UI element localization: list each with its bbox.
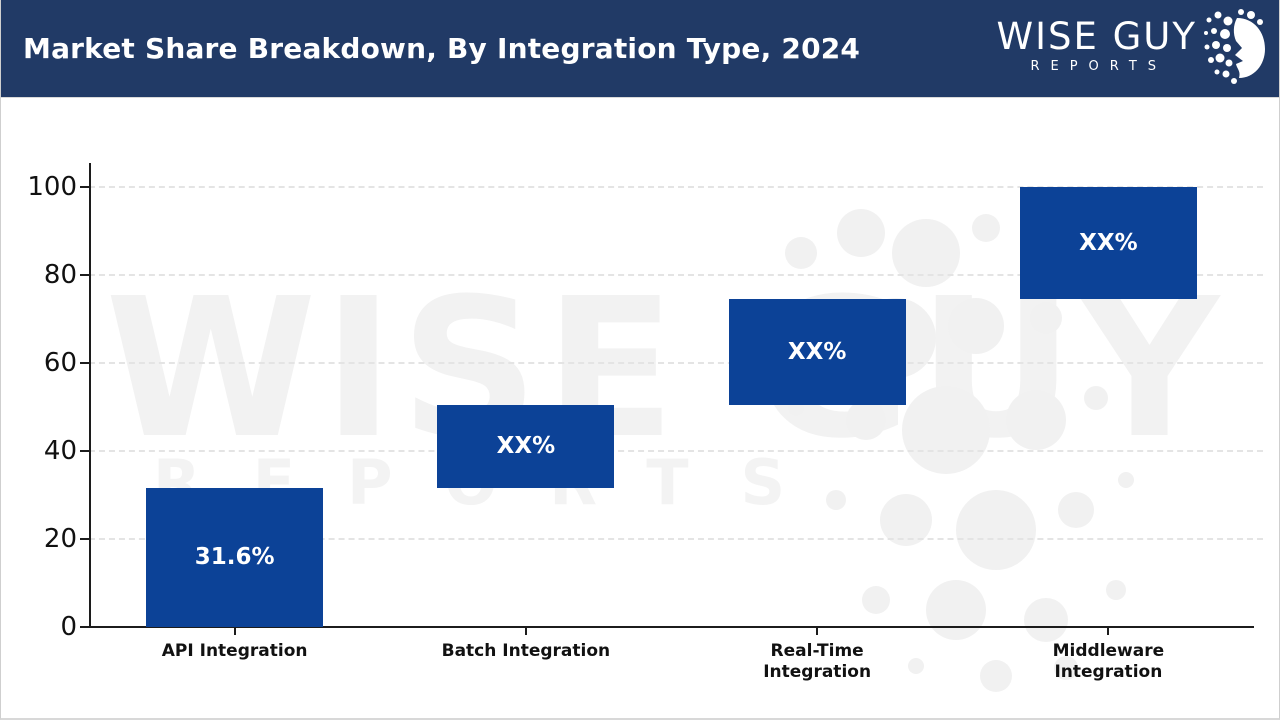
y-tick-mark-20 <box>80 538 89 540</box>
gridline-20 <box>89 538 1263 540</box>
bar-api-integration: 31.6% <box>146 487 324 627</box>
y-tick-label-20: 20 <box>43 524 77 554</box>
y-tick-mark-60 <box>80 362 89 364</box>
y-axis-line <box>89 163 91 628</box>
logo-text: WISE GUY REPORTS <box>996 15 1197 74</box>
x-axis-line <box>89 626 1254 628</box>
gridline-60 <box>89 362 1263 364</box>
chart-header: Market Share Breakdown, By Integration T… <box>1 0 1279 98</box>
y-tick-label-60: 60 <box>43 348 77 378</box>
logo-subtext: REPORTS <box>1030 58 1168 74</box>
gridline-80 <box>89 274 1263 276</box>
chart-title: Market Share Breakdown, By Integration T… <box>23 32 861 65</box>
x-axis-label-2: Batch Integration <box>441 641 611 661</box>
x-axis-label-4: Middleware Integration <box>1052 641 1165 683</box>
wiseguy-face-icon <box>1204 9 1265 84</box>
logo-wordmark: WISE GUY <box>996 15 1197 59</box>
x-tick-mark-1 <box>233 628 236 635</box>
x-axis-label-1: API Integration <box>161 641 308 661</box>
bar-value-label: XX% <box>496 433 556 460</box>
gridline-100 <box>89 186 1263 188</box>
bar-middleware-integration: XX% <box>1019 187 1197 300</box>
x-tick-mark-2 <box>524 628 527 635</box>
y-tick-mark-0 <box>80 626 89 628</box>
gridline-40 <box>89 450 1263 452</box>
x-tick-mark-4 <box>1107 628 1110 635</box>
x-axis-label-3: Real-Time Integration <box>763 641 872 683</box>
y-tick-label-100: 100 <box>27 172 77 202</box>
bar-value-label: 31.6% <box>194 544 275 571</box>
y-tick-mark-80 <box>80 274 89 276</box>
y-tick-mark-100 <box>80 186 89 188</box>
bar-value-label: XX% <box>1079 230 1138 257</box>
bar-value-label: XX% <box>787 338 847 365</box>
x-tick-mark-3 <box>816 628 819 635</box>
y-tick-label-0: 0 <box>60 612 77 642</box>
y-tick-label-40: 40 <box>43 436 77 466</box>
bar-batch-integration: XX% <box>437 404 615 488</box>
bar-real-time-integration: XX% <box>728 299 906 405</box>
y-tick-label-80: 80 <box>43 260 77 290</box>
wise-guy-reports-logo: WISE GUY REPORTS <box>997 6 1267 86</box>
y-tick-mark-40 <box>80 450 89 452</box>
